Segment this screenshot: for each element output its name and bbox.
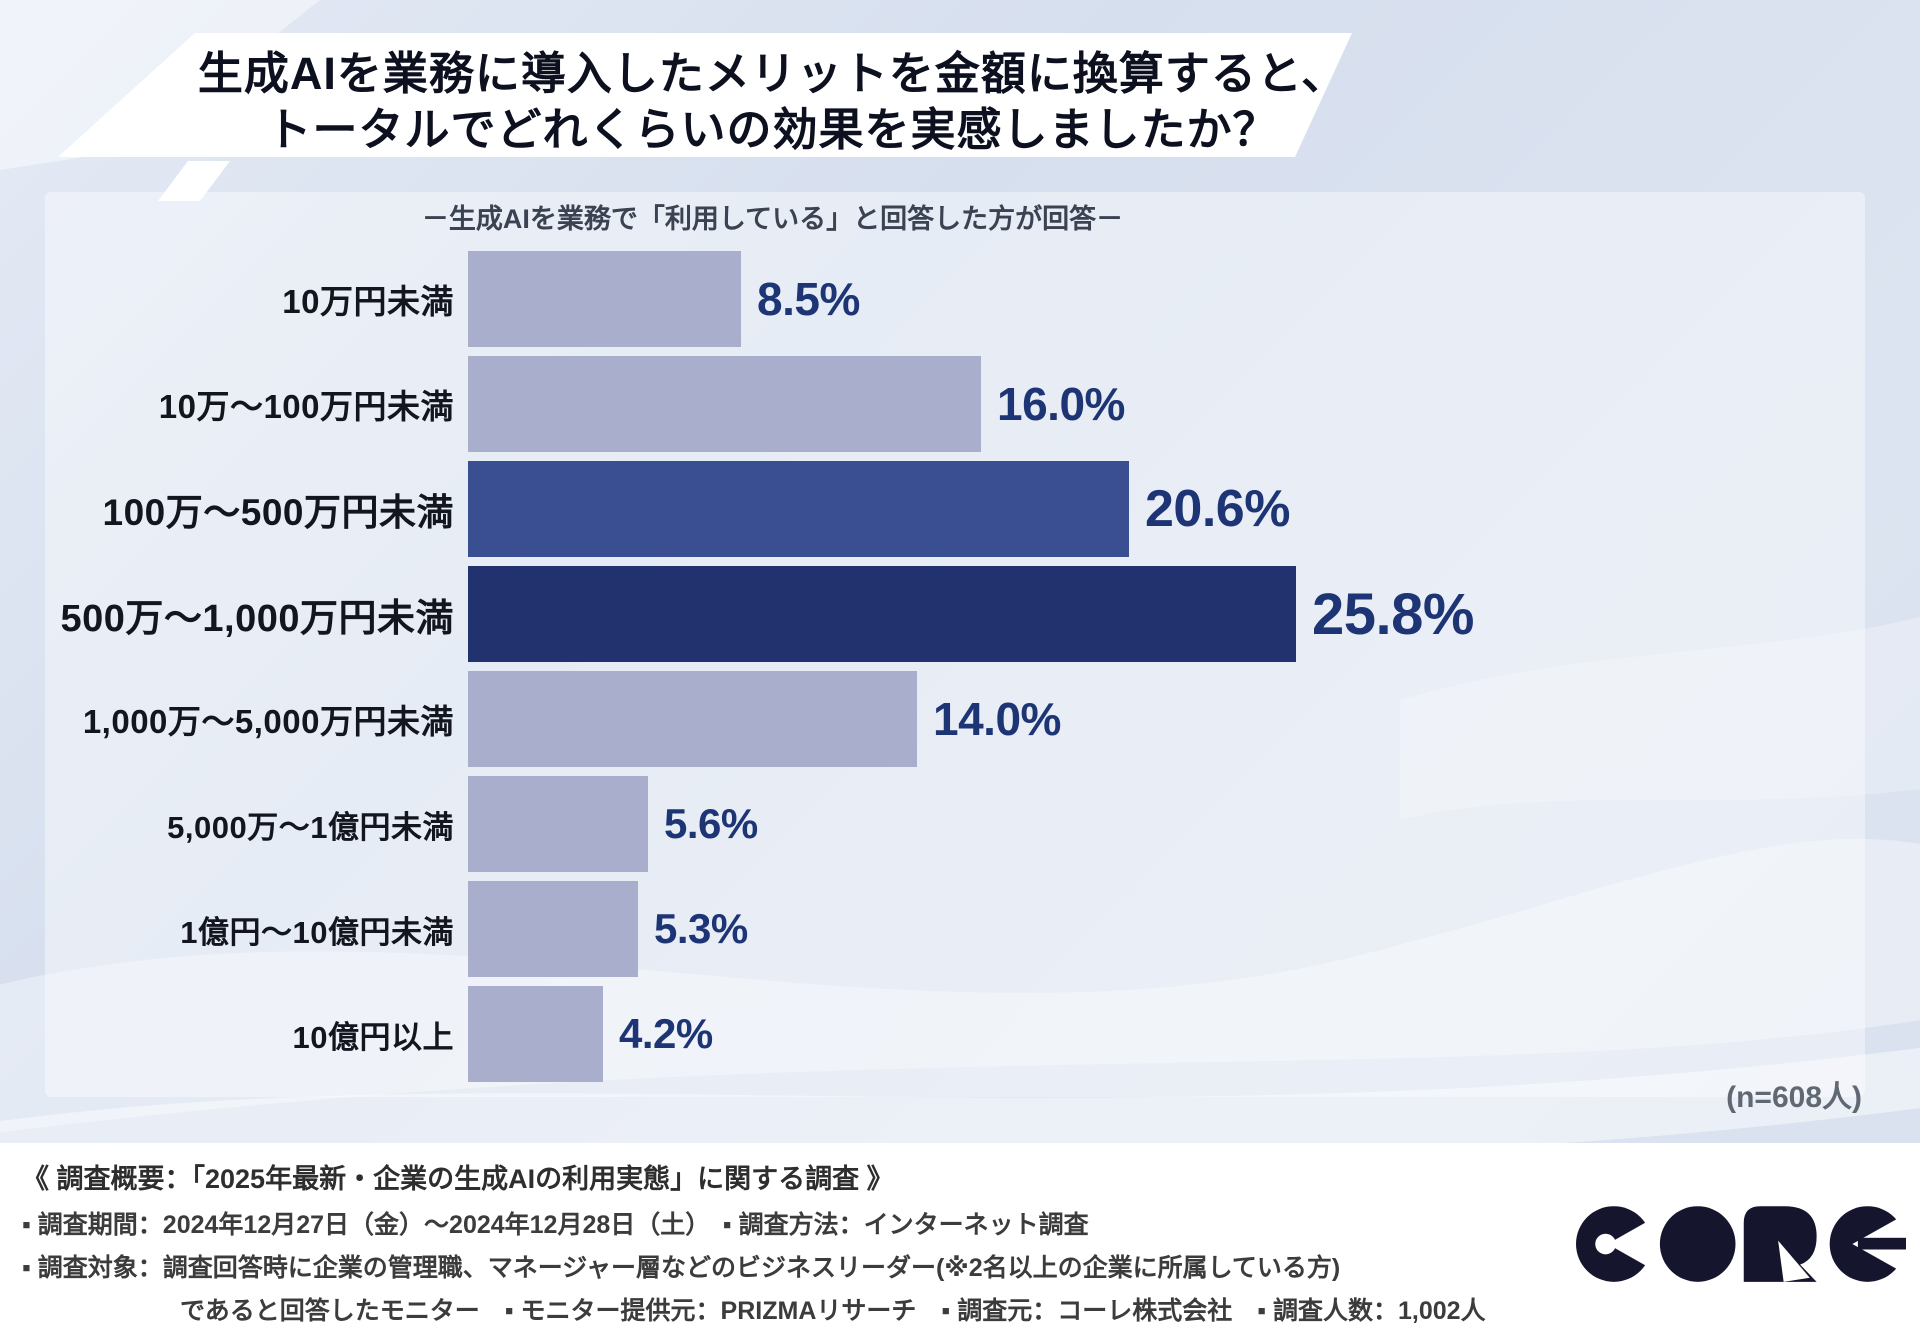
bar (468, 566, 1296, 662)
chart-row: 1,000万～5,000万円未満 14.0% (0, 671, 1900, 767)
category-label: 10万円未満 (282, 283, 454, 320)
bar (468, 776, 648, 872)
title-band (58, 33, 1352, 157)
title-band-accent (158, 161, 230, 201)
bar-chart: 10万円未満 8.5% 10万～100万円未満 16.0% 100万～500万円未満 20… (0, 251, 1900, 1091)
chart-row: 10万～100万円未満 16.0% (0, 356, 1900, 452)
bar-area: 16.0% (468, 356, 1900, 452)
value-label: 25.8% (1312, 581, 1474, 647)
chart-row: 1億円～10億円未満 5.3% (0, 881, 1900, 977)
bar-area: 5.3% (468, 881, 1900, 977)
category-label: 10万～100万円未満 (158, 388, 454, 425)
bar-area: 20.6% (468, 461, 1900, 557)
category-label: 10億円以上 (292, 1019, 454, 1055)
bar-area: 14.0% (468, 671, 1900, 767)
page-title-line2: トータルでどれくらいの効果を実感しましたか？ (266, 104, 1279, 155)
page-title: 生成AIを業務に導入したメリットを金額に換算すると、 トータルでどれくらいの効果… (0, 46, 1545, 158)
survey-provider-source: であると回答したモニター ▪ モニター提供元：PRIZMAリサーチ ▪ 調査元：… (180, 1297, 1486, 1325)
chart-row: 500万～1,000万円未満 25.8% (0, 566, 1900, 662)
bar (468, 251, 741, 347)
category-label: 100万～500万円未満 (102, 492, 454, 533)
sample-size-note: (n=608人) (1726, 1081, 1862, 1114)
bar (468, 461, 1129, 557)
value-label: 5.3% (654, 905, 748, 952)
bar (468, 881, 638, 977)
chart-subtitle: －生成AIを業務で「利用している」と回答した方が回答－ (421, 204, 1124, 234)
value-label: 8.5% (757, 273, 860, 325)
value-label: 20.6% (1145, 480, 1290, 538)
core-company-logo (1576, 1206, 1906, 1282)
survey-target: ▪ 調査対象：調査回答時に企業の管理職、マネージャー層などのビジネスリーダー(※… (22, 1254, 1341, 1282)
category-label: 5,000万～1億円未満 (167, 809, 454, 845)
bar-area: 8.5% (468, 251, 1900, 347)
category-label: 500万～1,000万円未満 (60, 597, 454, 640)
chart-row: 100万～500万円未満 20.6% (0, 461, 1900, 557)
category-label: 1,000万～5,000万円未満 (82, 703, 454, 740)
bar-area: 4.2% (468, 986, 1900, 1082)
survey-overview: 《 調査概要：「2025年最新・企業の生成AIの利用実態」に関する調査 》 (22, 1164, 894, 1194)
value-label: 4.2% (619, 1010, 713, 1057)
bar-area: 25.8% (468, 566, 1900, 662)
bar (468, 356, 981, 452)
value-label: 14.0% (933, 693, 1061, 745)
category-label: 1億円～10億円未満 (180, 914, 454, 950)
value-label: 5.6% (664, 800, 758, 847)
value-label: 16.0% (997, 378, 1125, 430)
chart-row: 10億円以上 4.2% (0, 986, 1900, 1082)
chart-row: 5,000万～1億円未満 5.6% (0, 776, 1900, 872)
bar (468, 986, 603, 1082)
chart-row: 10万円未満 8.5% (0, 251, 1900, 347)
survey-period-method: ▪ 調査期間：2024年12月27日（金）～2024年12月28日（土） ▪ 調… (22, 1211, 1089, 1239)
bar (468, 671, 917, 767)
bar-area: 5.6% (468, 776, 1900, 872)
page-title-line1: 生成AIを業務に導入したメリットを金額に換算すると、 (197, 48, 1348, 99)
